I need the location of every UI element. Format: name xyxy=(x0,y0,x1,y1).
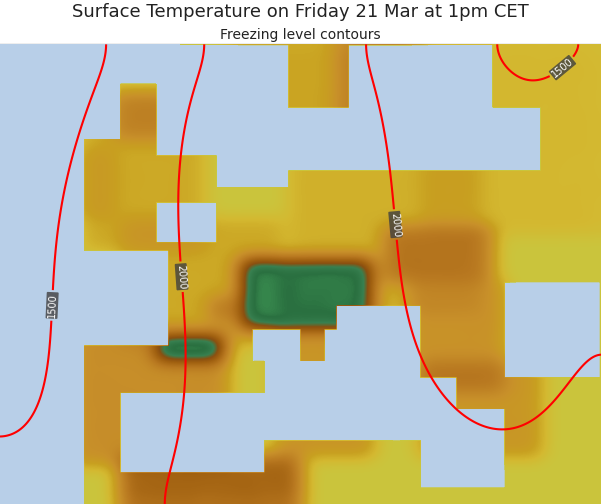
Text: 1500: 1500 xyxy=(46,293,58,318)
Text: 2000: 2000 xyxy=(389,212,401,237)
Text: Surface Temperature on Friday 21 Mar at 1pm CET: Surface Temperature on Friday 21 Mar at … xyxy=(72,4,529,21)
Text: 2000: 2000 xyxy=(175,264,188,289)
Text: 1500: 1500 xyxy=(550,56,575,79)
Text: Freezing level contours: Freezing level contours xyxy=(220,28,381,42)
